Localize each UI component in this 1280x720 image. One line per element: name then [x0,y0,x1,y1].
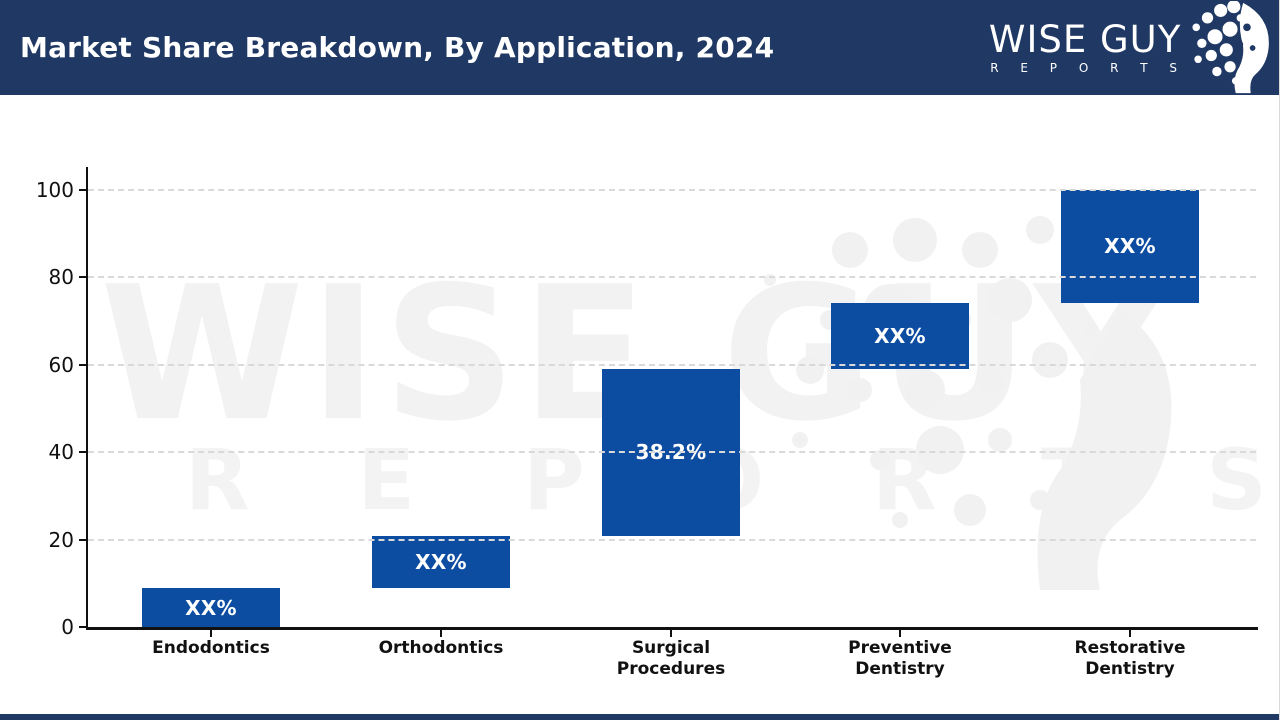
y-tick-label: 40 [48,440,74,464]
bar-value-label: XX% [1104,234,1156,259]
bottom-bar [0,714,1279,720]
logo-head-icon [1192,0,1269,93]
gridline-80 [88,276,1256,278]
y-tick-mark [79,626,87,628]
y-tick-label: 100 [35,177,74,202]
gridline-20 [88,538,1256,541]
y-tick-label: 60 [48,352,74,377]
y-axis-line [86,167,88,629]
bar-value-label: XX% [185,595,237,620]
bar-value-label: XX% [415,550,467,575]
x-category-label: Restorative Dentistry [1074,638,1186,680]
x-tick-mark [1129,628,1131,637]
x-tick-mark [210,628,212,637]
x-tick-mark [670,628,672,637]
x-axis-line [86,627,1258,630]
y-tick-mark [79,363,87,366]
bar-endodontics: XX% [142,588,280,627]
y-tick-label: 20 [48,527,74,552]
y-tick-mark [79,276,87,278]
bar-orthodontics: XX% [372,536,510,589]
bar-restorative-dentistry: XX% [1061,189,1199,304]
page-title: Market Share Breakdown, By Application, … [20,31,775,64]
x-category-label: Orthodontics [378,638,504,658]
logo-text: WISE GUY R E P O R T S [984,21,1186,74]
bar-preventive-dentistry: XX% [831,303,969,369]
wiseguy-logo: WISE GUY R E P O R T S [984,0,1274,95]
x-category-label: Preventive Dentistry [848,638,952,680]
gridline-100 [88,188,1256,191]
y-tick-mark [79,538,87,541]
logo-subtitle: R E P O R T S [990,61,1186,75]
x-category-label: Endodontics [152,638,270,658]
y-tick-label: 0 [61,615,74,639]
title-bar: Market Share Breakdown, By Application, … [0,0,1279,95]
logo-name: WISE GUY [988,18,1182,61]
y-tick-label: 80 [48,265,74,289]
x-tick-mark [440,628,442,637]
y-tick-mark [79,188,87,191]
x-tick-mark [899,628,901,637]
bar-value-label: XX% [874,324,926,349]
gridline-60 [88,363,1256,366]
y-tick-mark [79,451,87,453]
gridline-40 [88,451,1256,453]
x-category-label: Surgical Procedures [616,638,726,680]
